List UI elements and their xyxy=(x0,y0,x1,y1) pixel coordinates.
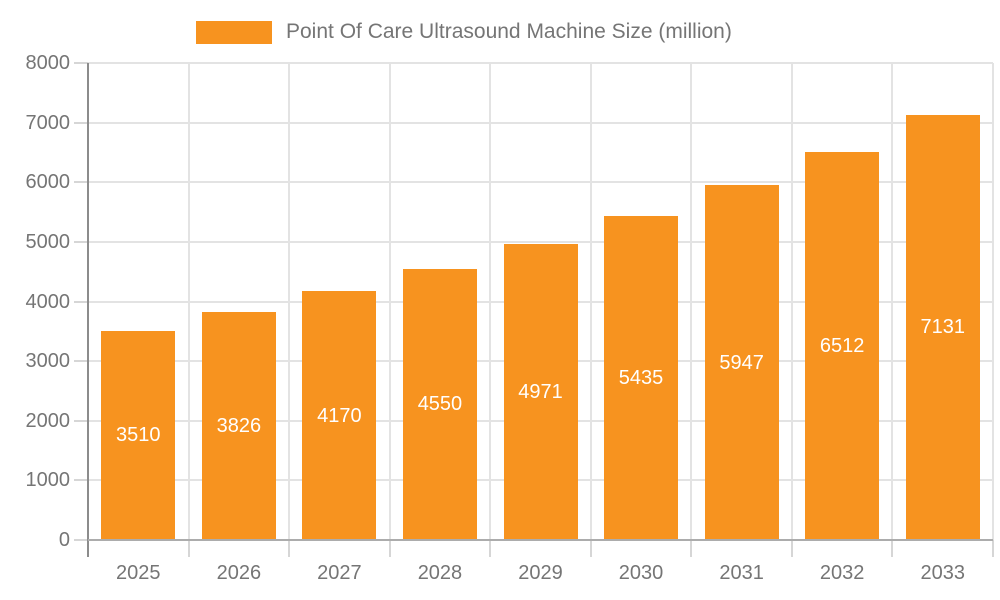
bar[interactable] xyxy=(503,243,578,540)
x-axis-tick-label: 2030 xyxy=(618,562,664,584)
bar[interactable] xyxy=(704,185,779,540)
y-axis-tick-label: 7000 xyxy=(25,111,71,134)
x-axis-tick xyxy=(288,540,291,557)
x-gridline xyxy=(187,63,190,540)
bar-value-label: 3826 xyxy=(216,414,262,437)
y-axis-tick-label: 2000 xyxy=(25,409,71,432)
x-gridline xyxy=(489,63,492,540)
bar-value-label: 5947 xyxy=(719,351,764,374)
legend-item[interactable]: Point Of Care Ultrasound Machine Size (m… xyxy=(196,19,732,45)
x-axis-tick-label: 2032 xyxy=(819,562,865,584)
y-axis-tick-label: 1000 xyxy=(25,469,71,492)
y-axis-tick-label: 3000 xyxy=(25,350,71,373)
y-axis-tick-label: 8000 xyxy=(25,52,71,74)
y-axis-tick-label: 5000 xyxy=(25,230,71,253)
x-axis-tick-label: 2025 xyxy=(116,562,161,584)
x-gridline xyxy=(288,63,291,540)
y-axis-tick xyxy=(74,479,88,482)
x-axis-tick xyxy=(992,540,994,557)
x-axis-tick xyxy=(891,540,894,557)
legend-label: Point Of Care Ultrasound Machine Size (m… xyxy=(286,20,732,43)
bar[interactable] xyxy=(101,330,176,540)
x-axis-tick-label: 2027 xyxy=(317,562,362,584)
y-axis-tick xyxy=(74,419,88,422)
x-axis-tick-label: 2026 xyxy=(216,562,262,584)
x-gridline xyxy=(891,63,894,540)
bar[interactable] xyxy=(604,215,679,540)
bar-value-label: 4170 xyxy=(317,404,362,427)
bar[interactable] xyxy=(402,268,477,540)
y-gridline xyxy=(88,181,993,184)
x-gridline xyxy=(992,63,994,540)
x-axis-tick xyxy=(187,540,190,557)
x-gridline xyxy=(690,63,693,540)
x-gridline xyxy=(388,63,391,540)
bar-value-label: 3510 xyxy=(116,424,161,447)
x-axis-tick xyxy=(589,540,592,557)
y-axis-tick xyxy=(74,360,88,363)
bar-value-label: 4550 xyxy=(417,393,463,416)
x-axis-tick xyxy=(790,540,793,557)
y-axis-tick xyxy=(74,539,88,541)
y-axis-tick-label: 4000 xyxy=(25,290,71,313)
x-axis-tick xyxy=(388,540,391,557)
bar[interactable] xyxy=(302,291,377,540)
bar[interactable] xyxy=(805,151,880,540)
x-axis-tick-label: 2033 xyxy=(920,562,965,584)
y-axis-tick xyxy=(74,300,88,303)
x-axis-tick xyxy=(690,540,693,557)
bar-value-label: 4971 xyxy=(518,380,563,403)
y-axis-line xyxy=(87,63,89,557)
legend-swatch xyxy=(196,20,272,44)
y-axis-tick xyxy=(74,181,88,184)
x-gridline xyxy=(589,63,592,540)
y-gridline xyxy=(88,240,993,243)
x-axis-tick-label: 2028 xyxy=(417,562,463,584)
y-axis-tick xyxy=(74,62,88,64)
y-axis-tick-label: 6000 xyxy=(25,171,71,194)
bar[interactable] xyxy=(905,114,980,540)
y-axis-tick xyxy=(74,240,88,243)
x-axis-tick-label: 2029 xyxy=(518,562,563,584)
x-gridline xyxy=(790,63,793,540)
x-axis-tick-label: 2031 xyxy=(719,562,764,584)
y-gridline xyxy=(88,62,993,64)
x-axis-line xyxy=(88,539,993,541)
y-gridline xyxy=(88,121,993,124)
y-axis-tick xyxy=(74,121,88,124)
bar[interactable] xyxy=(201,311,276,540)
bar-value-label: 5435 xyxy=(618,366,664,389)
y-axis-tick-label: 0 xyxy=(58,529,70,551)
bar-value-label: 6512 xyxy=(819,334,865,357)
bar-value-label: 7131 xyxy=(920,316,965,339)
x-axis-tick xyxy=(489,540,492,557)
